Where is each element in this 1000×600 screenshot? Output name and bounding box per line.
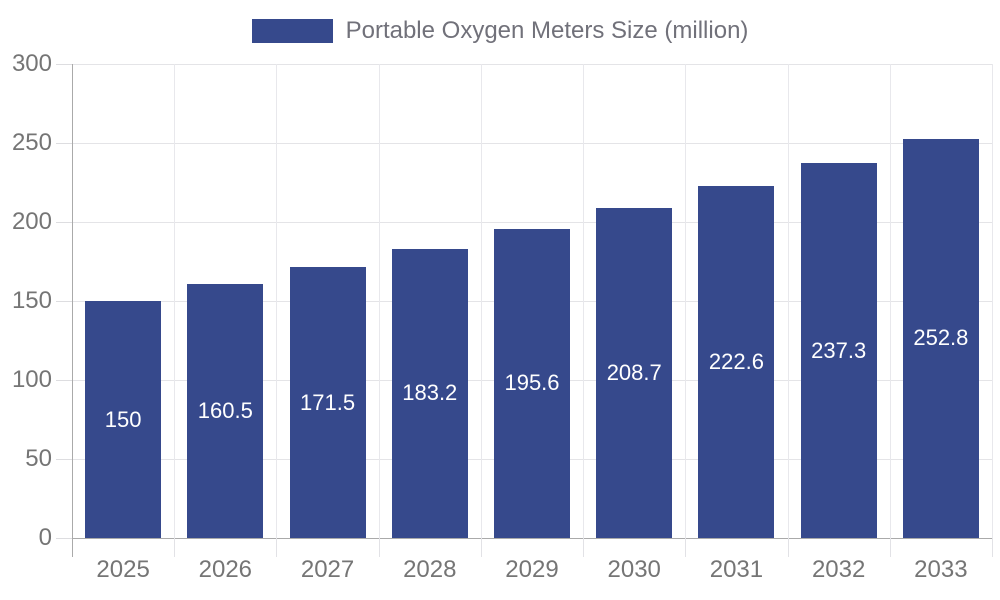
gridline-x-4 [480, 64, 482, 538]
gridline-y-300 [72, 64, 992, 65]
gridline-y-250 [72, 143, 992, 144]
x-tick-label-2031: 2031 [709, 556, 764, 583]
bar-2028 [391, 248, 468, 538]
bar-2031 [698, 186, 775, 538]
bar-2025 [85, 301, 162, 538]
bar-value-label-2025: 150 [104, 406, 142, 432]
bar-2033 [902, 138, 979, 538]
y-tick-100 [56, 380, 72, 381]
y-axis-line [72, 64, 73, 557]
y-tick-300 [56, 64, 72, 65]
chart-legend[interactable]: Portable Oxygen Meters Size (million) [0, 17, 1000, 45]
x-tick-5 [583, 538, 585, 557]
bar-value-label-2032: 237.3 [811, 337, 867, 363]
gridline-y-200 [72, 222, 992, 223]
bar-2032 [800, 163, 877, 538]
bar-value-label-2027: 171.5 [300, 389, 356, 415]
x-tick-6 [685, 538, 687, 557]
bar-2030 [596, 208, 673, 538]
x-tick-8 [889, 538, 891, 557]
x-tick-label-2026: 2026 [198, 556, 253, 583]
gridline-x-6 [685, 64, 687, 538]
x-tick-label-2033: 2033 [914, 556, 968, 583]
legend-label: Portable Oxygen Meters Size (million) [345, 17, 749, 44]
gridline-x-3 [378, 64, 380, 538]
x-tick-7 [787, 538, 789, 557]
y-tick-0 [56, 538, 72, 539]
x-tick-label-2029: 2029 [505, 556, 559, 583]
plot-area: 150 160.5 171.5 183.2 195.6 208.7 222.6 237.3 25… [12, 50, 993, 583]
gridline-x-2 [276, 64, 278, 538]
legend-swatch-icon [251, 19, 333, 43]
x-tick-3 [378, 538, 380, 557]
y-tick-label-0: 0 [38, 524, 52, 551]
y-tick-label-300: 300 [11, 50, 52, 77]
bar-2026 [187, 284, 264, 538]
bar-2029 [494, 228, 570, 538]
y-tick-150 [56, 301, 72, 302]
x-axis-line [56, 538, 992, 539]
x-tick-1 [174, 538, 176, 557]
y-tick-label-50: 50 [25, 445, 52, 472]
y-tick-label-150: 150 [11, 287, 52, 314]
bar-value-label-2026: 160.5 [197, 398, 253, 424]
y-tick-200 [56, 222, 72, 223]
y-tick-label-100: 100 [11, 366, 52, 393]
x-tick-label-2027: 2027 [300, 556, 355, 583]
x-tick-2 [276, 538, 278, 557]
gridline-x-7 [787, 64, 789, 538]
x-tick-4 [480, 538, 482, 557]
gridline-x-1 [174, 64, 176, 538]
x-tick-label-2030: 2030 [607, 556, 661, 583]
x-tick-label-2028: 2028 [403, 556, 457, 583]
bar-value-label-2029: 195.6 [504, 370, 560, 396]
y-tick-label-250: 250 [11, 129, 52, 156]
gridline-x-9 [992, 64, 993, 538]
x-tick-label-2032: 2032 [811, 556, 866, 583]
bar-value-label-2033: 252.8 [913, 325, 969, 351]
bar-value-label-2028: 183.2 [402, 380, 458, 406]
y-tick-label-200: 200 [11, 208, 52, 235]
y-tick-50 [56, 459, 72, 460]
gridline-x-8 [889, 64, 891, 538]
x-tick-9 [992, 538, 993, 557]
y-tick-250 [56, 143, 72, 144]
bar-value-label-2031: 222.6 [708, 349, 764, 375]
bar-value-label-2030: 208.7 [606, 360, 662, 386]
gridline-x-5 [583, 64, 585, 538]
bar-2027 [289, 267, 366, 538]
x-tick-label-2025: 2025 [96, 556, 150, 583]
